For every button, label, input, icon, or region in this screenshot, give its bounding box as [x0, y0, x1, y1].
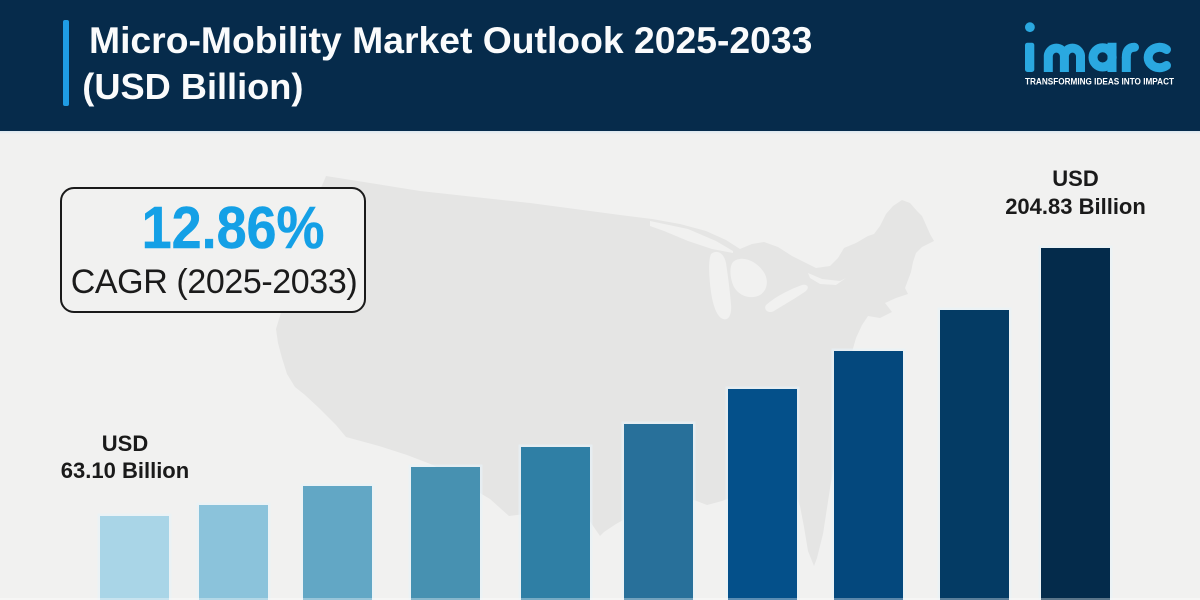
- svg-text:TRANSFORMING IDEAS INTO IMPACT: TRANSFORMING IDEAS INTO IMPACT: [1025, 77, 1174, 87]
